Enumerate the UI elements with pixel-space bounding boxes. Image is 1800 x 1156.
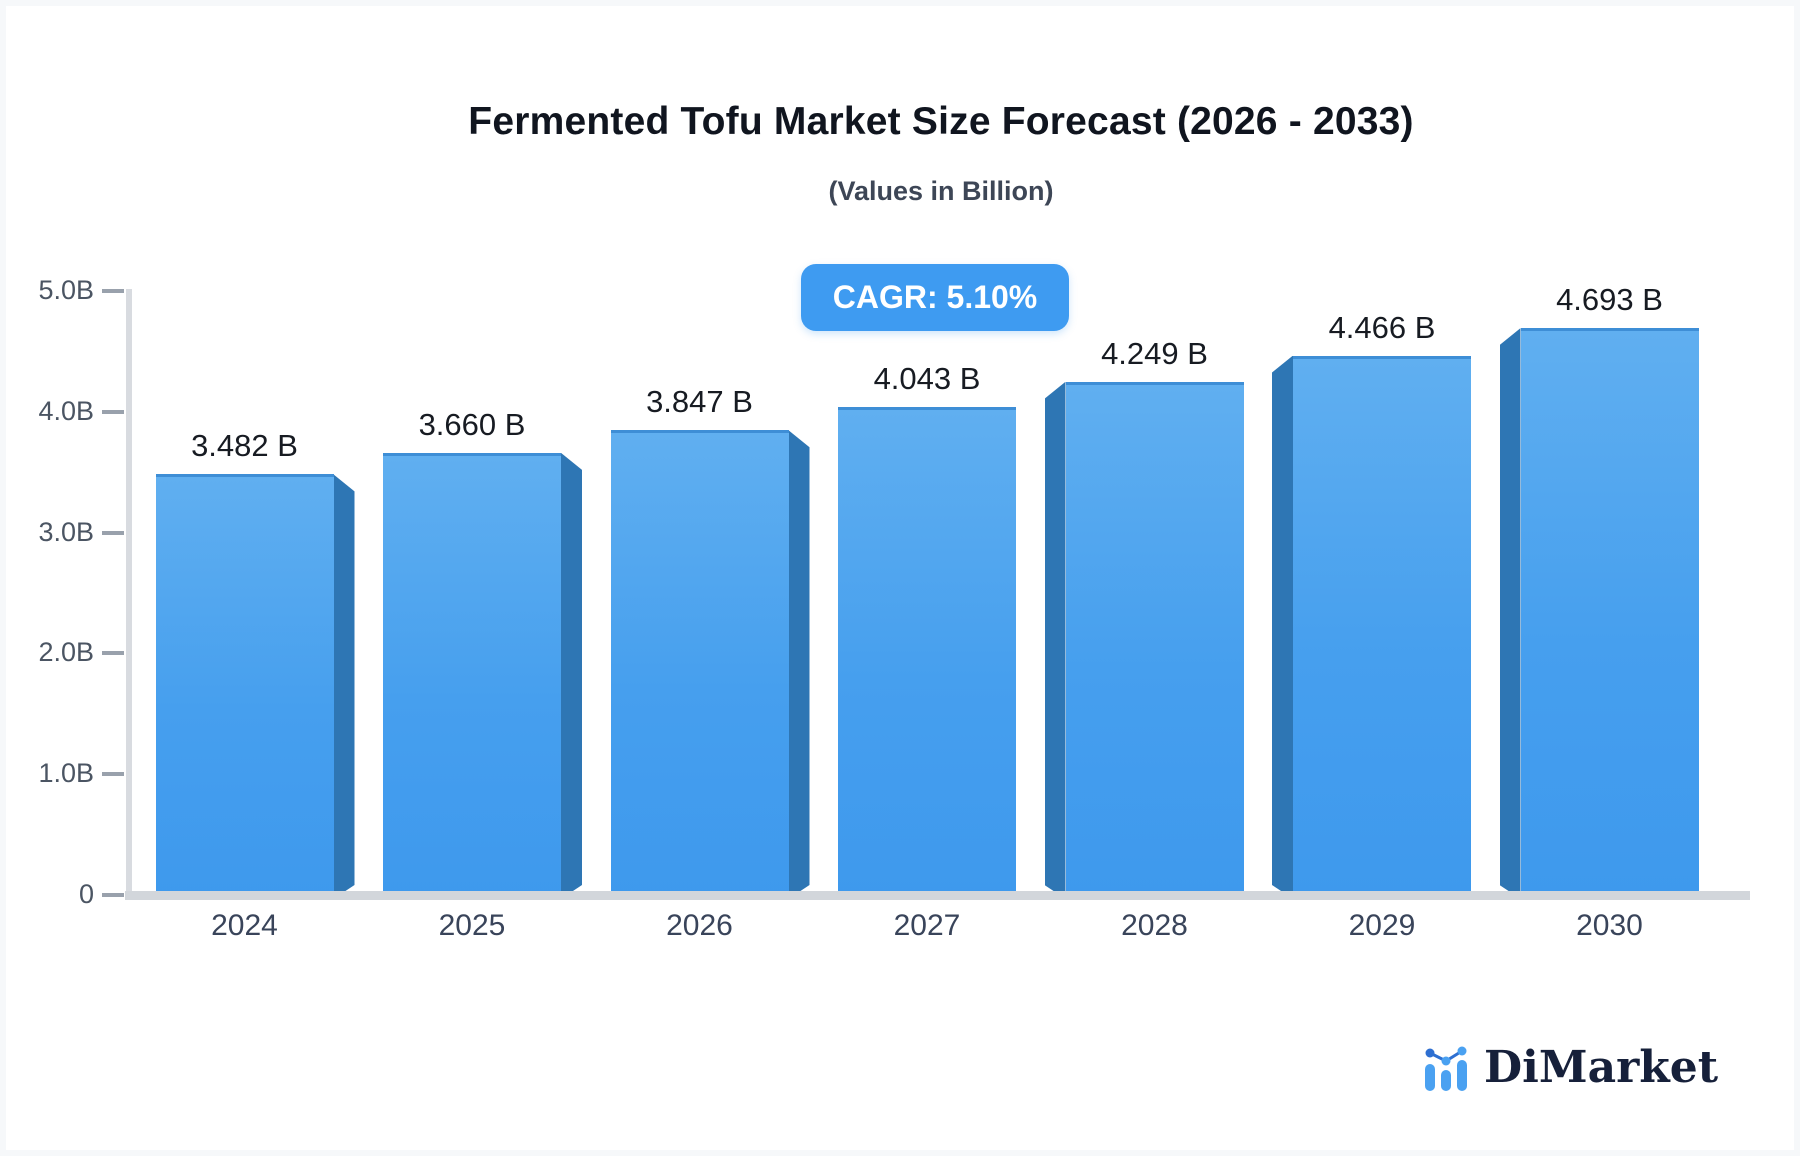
bar-2029[interactable] bbox=[1293, 355, 1471, 899]
y-axis-tick bbox=[102, 893, 124, 897]
bar-value-label: 4.249 B bbox=[1101, 335, 1208, 371]
bar-2024[interactable] bbox=[155, 474, 334, 899]
bar-value-label: 3.847 B bbox=[646, 384, 753, 420]
bar-value-label: 4.466 B bbox=[1328, 309, 1436, 345]
y-axis-tick-label: 4.0B bbox=[38, 395, 94, 426]
bar-2030[interactable] bbox=[1520, 328, 1699, 899]
bar-2026[interactable] bbox=[610, 430, 789, 899]
cagr-badge-label: CAGR: 5.10% bbox=[832, 279, 1038, 315]
x-axis-category-label: 2030 bbox=[1576, 909, 1643, 942]
bar-side-face-2030 bbox=[1500, 328, 1521, 899]
y-axis-tick bbox=[102, 530, 124, 535]
bar-value-label: 3.482 B bbox=[191, 428, 298, 464]
x-axis-category-label: 2026 bbox=[666, 909, 733, 942]
bar-side-face-2029 bbox=[1272, 356, 1293, 899]
x-axis-category-label: 2027 bbox=[893, 909, 961, 942]
bar-side-face-2026 bbox=[789, 430, 810, 899]
cagr-badge: CAGR: 5.10% bbox=[801, 264, 1069, 331]
bar-side-face-2024 bbox=[334, 474, 355, 899]
brand-logo-text: DiMarket bbox=[1484, 1042, 1719, 1093]
chart-subtitle: (Values in Billion) bbox=[828, 176, 1054, 206]
bar-2028[interactable] bbox=[1065, 381, 1244, 899]
y-axis-tick bbox=[102, 289, 124, 293]
y-axis-line bbox=[126, 289, 132, 899]
y-axis-tick-label: 5.0B bbox=[38, 275, 94, 305]
bar-value-label: 4.693 B bbox=[1556, 282, 1663, 318]
x-axis-category-label: 2029 bbox=[1348, 909, 1416, 942]
y-axis-tick bbox=[102, 772, 124, 777]
bar-2025[interactable] bbox=[383, 452, 561, 899]
y-axis-tick-label: 0 bbox=[78, 879, 94, 909]
x-axis-category-label: 2028 bbox=[1121, 909, 1188, 942]
bar-side-face-2028 bbox=[1045, 382, 1066, 899]
y-axis-tick-label: 2.0B bbox=[38, 637, 94, 668]
y-axis-tick-label: 3.0B bbox=[38, 516, 94, 547]
brand-logo: DiMarket bbox=[1422, 1044, 1718, 1092]
bar-2027[interactable] bbox=[838, 406, 1016, 899]
x-axis-baseline bbox=[125, 891, 1750, 900]
bar-value-label: 4.043 B bbox=[873, 360, 981, 396]
mini-bar-chart-icon bbox=[1425, 1046, 1467, 1091]
bar-side-face-2025 bbox=[561, 453, 582, 899]
y-axis-tick bbox=[102, 409, 124, 414]
bar-value-label: 3.660 B bbox=[418, 406, 526, 442]
y-axis-tick bbox=[102, 651, 124, 656]
x-axis-category-label: 2025 bbox=[438, 909, 506, 942]
y-axis-tick-label: 1.0B bbox=[38, 758, 94, 789]
x-axis-category-label: 2024 bbox=[211, 909, 278, 942]
chart-title: Fermented Tofu Market Size Forecast (202… bbox=[468, 100, 1414, 143]
